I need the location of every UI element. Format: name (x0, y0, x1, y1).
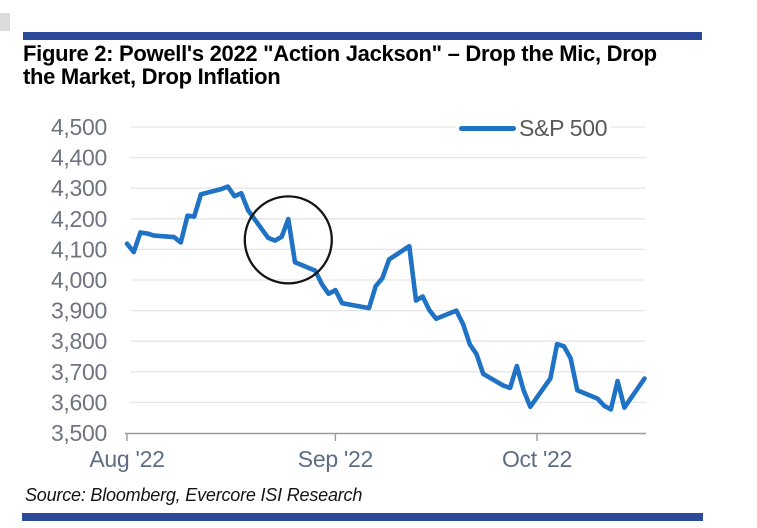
svg-text:4,300: 4,300 (51, 175, 107, 201)
svg-text:4,400: 4,400 (51, 145, 107, 171)
circle-annotation (243, 195, 333, 285)
top-rule-bar (23, 32, 702, 40)
x-axis-ticks (126, 433, 538, 441)
svg-text:4,000: 4,000 (51, 267, 107, 293)
sp500-price-line (124, 184, 647, 412)
svg-text:4,500: 4,500 (51, 114, 107, 140)
figure-title-line1: Figure 2: Powell's 2022 "Action Jackson"… (23, 41, 657, 66)
source-note: Source: Bloomberg, Evercore ISI Research (25, 485, 363, 505)
svg-text:4,200: 4,200 (51, 206, 107, 232)
legend-line-sample-icon (459, 126, 516, 131)
svg-text:3,800: 3,800 (51, 328, 107, 354)
gridlines (130, 126, 646, 404)
bottom-rule-bar (22, 513, 703, 521)
svg-text:Oct '22: Oct '22 (502, 446, 572, 472)
figure-title-line2: the Market, Drop Inflation (23, 64, 281, 89)
figure-title: Figure 2: Powell's 2022 "Action Jackson"… (23, 42, 657, 88)
chart-legend: S&P 500 (456, 114, 611, 143)
svg-text:3,600: 3,600 (51, 389, 107, 415)
svg-text:Aug '22: Aug '22 (89, 446, 164, 472)
svg-text:3,700: 3,700 (51, 359, 107, 385)
y-axis-labels: 4,500 4,400 4,300 4,200 4,100 4,000 3,900 3,800… (51, 114, 107, 446)
svg-text:3,500: 3,500 (51, 420, 107, 446)
screenshot-edge-artifact (0, 13, 10, 31)
svg-text:3,900: 3,900 (51, 298, 107, 324)
x-axis-labels: Aug '22 Sep '22 Oct '22 (89, 446, 572, 472)
svg-text:4,100: 4,100 (51, 236, 107, 262)
legend-label: S&P 500 (519, 115, 608, 141)
svg-text:Sep '22: Sep '22 (298, 446, 373, 472)
